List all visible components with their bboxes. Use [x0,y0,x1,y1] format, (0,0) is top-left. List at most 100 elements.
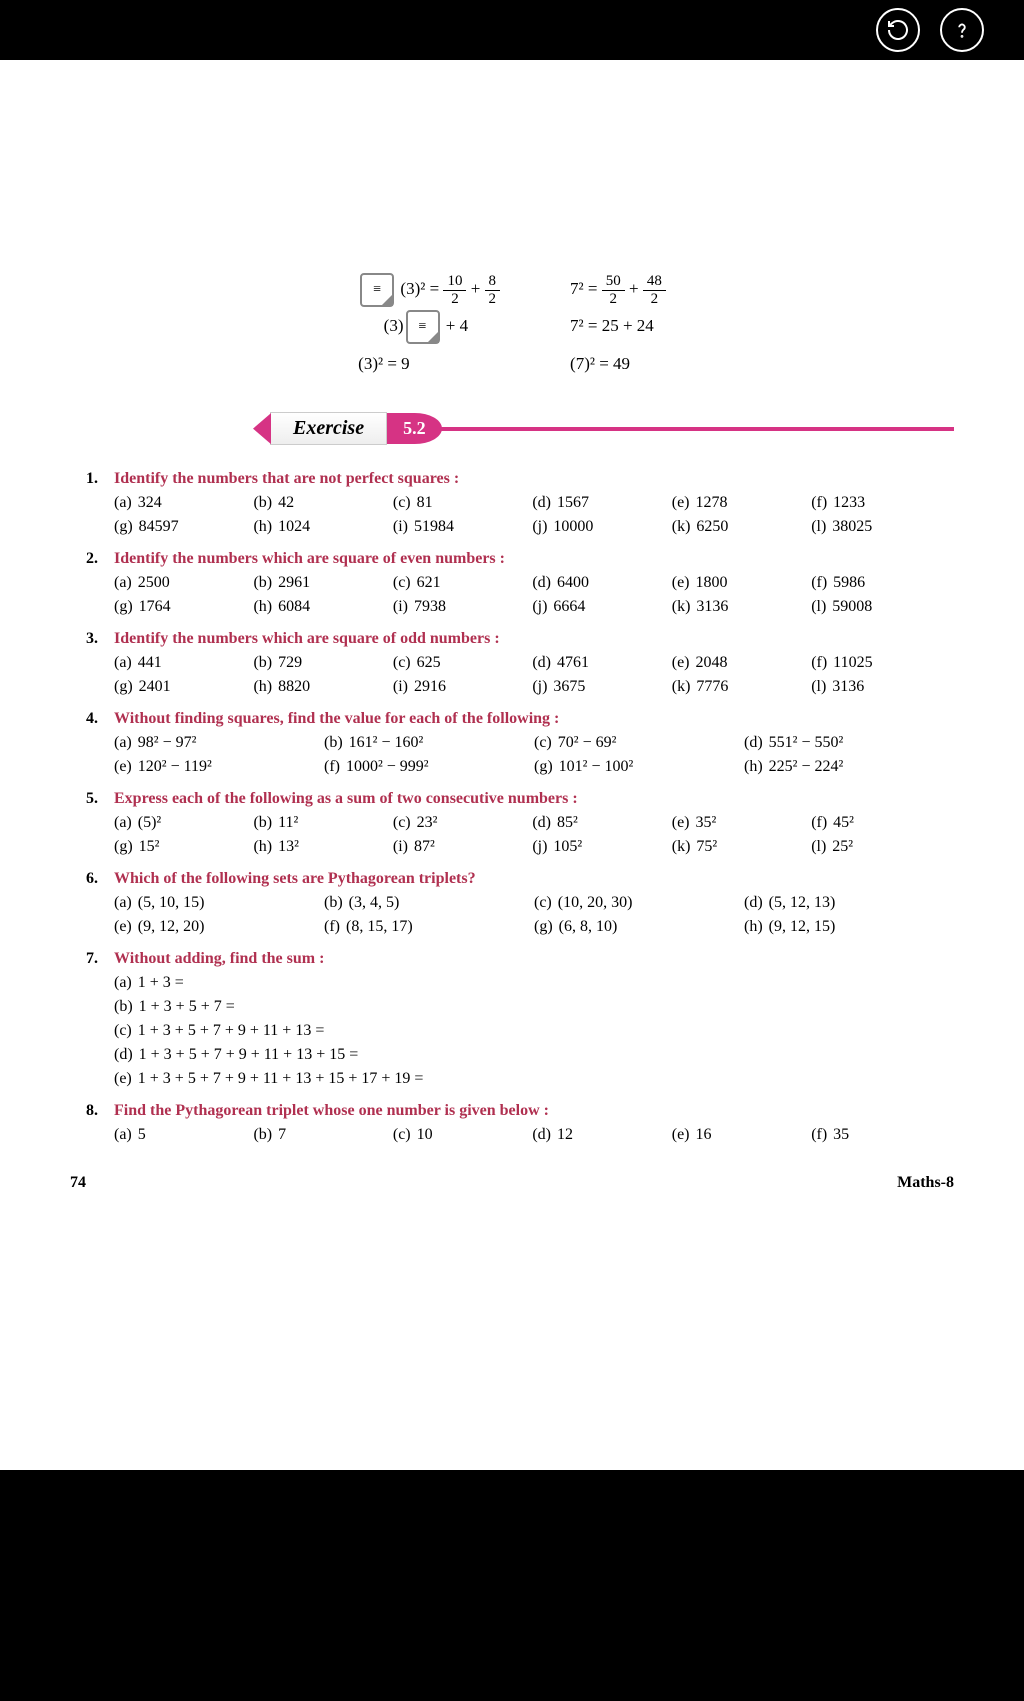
options-list: (a)(5)²(b)11²(c)23²(d)85²(e)35²(f)45²(g)… [114,814,954,856]
option: (a)1 + 3 = [114,974,954,992]
option-label: (l) [811,678,826,695]
example-line: 7² = 502 + 482 [570,270,666,307]
option: (i)51984 [393,518,532,536]
question-text: Identify the numbers which are square of… [114,550,954,568]
option-value: 1024 [278,518,310,535]
option-value: 38025 [832,518,872,535]
option: (c)625 [393,654,532,672]
question: 5. Express each of the following as a sum… [70,790,954,856]
option-label: (c) [393,814,411,831]
option-value: 10 [417,1126,433,1143]
option: (l)38025 [811,518,950,536]
option: (c)23² [393,814,532,832]
option-label: (j) [532,678,547,695]
option: (b)729 [253,654,392,672]
option-label: (i) [393,598,408,615]
option-value: 161² − 160² [349,734,424,751]
option-value: 8820 [278,678,310,695]
option: (b)161² − 160² [324,734,534,752]
question-number: 6. [70,870,98,888]
option-label: (e) [114,918,132,935]
question-number: 5. [70,790,98,808]
option-label: (a) [114,654,132,671]
option-value: 3136 [832,678,864,695]
option: (f)1000² − 999² [324,758,534,776]
option: (e)1800 [672,574,811,592]
option: (e)(9, 12, 20) [114,918,324,936]
option-value: 6664 [553,598,585,615]
option-value: 1764 [139,598,171,615]
option-value: 70² − 69² [558,734,617,751]
top-toolbar [0,0,1024,60]
option-label: (b) [253,814,272,831]
option: (d)6400 [532,574,671,592]
option-label: (a) [114,494,132,511]
option-value: 45² [833,814,854,831]
question: 8. Find the Pythagorean triplet whose one… [70,1102,954,1144]
option-label: (g) [114,598,133,615]
worked-examples: ≡ (3)² = 102 + 82 (3)≡ + 4 (3)² = 9 7² =… [70,270,954,382]
option-label: (j) [532,518,547,535]
option: (j)6664 [532,598,671,616]
header-gap [0,60,1024,210]
option-label: (e) [672,494,690,511]
option: (d)1567 [532,494,671,512]
option: (b)7 [253,1126,392,1144]
help-icon[interactable] [940,8,984,52]
question-text: Find the Pythagorean triplet whose one n… [114,1102,954,1120]
option: (d)(5, 12, 13) [744,894,954,912]
option-value: 13² [278,838,299,855]
option-value: 225² − 224² [769,758,844,775]
question: 1.Identify the numbers that are not perf… [70,470,954,536]
option: (a)324 [114,494,253,512]
option: (k)7776 [672,678,811,696]
option: (h)1024 [253,518,392,536]
option-value: 42 [278,494,294,511]
option: (l)25² [811,838,950,856]
option: (a)5 [114,1126,253,1144]
option-label: (e) [672,574,690,591]
reload-icon[interactable] [876,8,920,52]
option-label: (c) [393,654,411,671]
option-value: 105² [553,838,582,855]
option-label: (i) [393,518,408,535]
options-list: (a)98² − 97²(b)161² − 160²(c)70² − 69²(d… [114,734,954,776]
option-value: 12 [557,1126,573,1143]
option: (j)105² [532,838,671,856]
option-label: (h) [253,598,272,615]
option-label: (e) [672,814,690,831]
option-value: 120² − 119² [138,758,212,775]
option-value: 6084 [278,598,310,615]
option-value: 4761 [557,654,589,671]
option-label: (g) [114,518,133,535]
option-value: 1278 [696,494,728,511]
example-line: (3)² = 9 [358,345,500,382]
option-label: (d) [532,574,551,591]
option: (a)2500 [114,574,253,592]
option-value: 2500 [138,574,170,591]
option-label: (k) [672,598,691,615]
note-icon: ≡ [360,273,394,307]
options-list: (a)324(b)42(c)81(d)1567(e)1278(f)1233(g)… [114,494,954,536]
option-value: 11² [278,814,298,831]
option-label: (f) [811,814,827,831]
book-title: Maths-8 [897,1174,954,1192]
option: (k)75² [672,838,811,856]
option-value: 35² [696,814,717,831]
option-value: 2048 [696,654,728,671]
option: (g)84597 [114,518,253,536]
option-label: (c) [393,494,411,511]
option: (e)2048 [672,654,811,672]
option: (d)85² [532,814,671,832]
option: (d)12 [532,1126,671,1144]
question-text: Express each of the following as a sum o… [114,790,954,808]
option-label: (f) [811,494,827,511]
option-value: 1233 [833,494,865,511]
option-label: (g) [534,918,553,935]
option-label: (f) [811,1126,827,1143]
option: (h)13² [253,838,392,856]
question: 7.Without adding, find the sum :(a)1 + 3… [70,950,954,1088]
option-label: (b) [324,894,343,911]
question-number: 8. [70,1102,98,1120]
option-value: 6250 [696,518,728,535]
